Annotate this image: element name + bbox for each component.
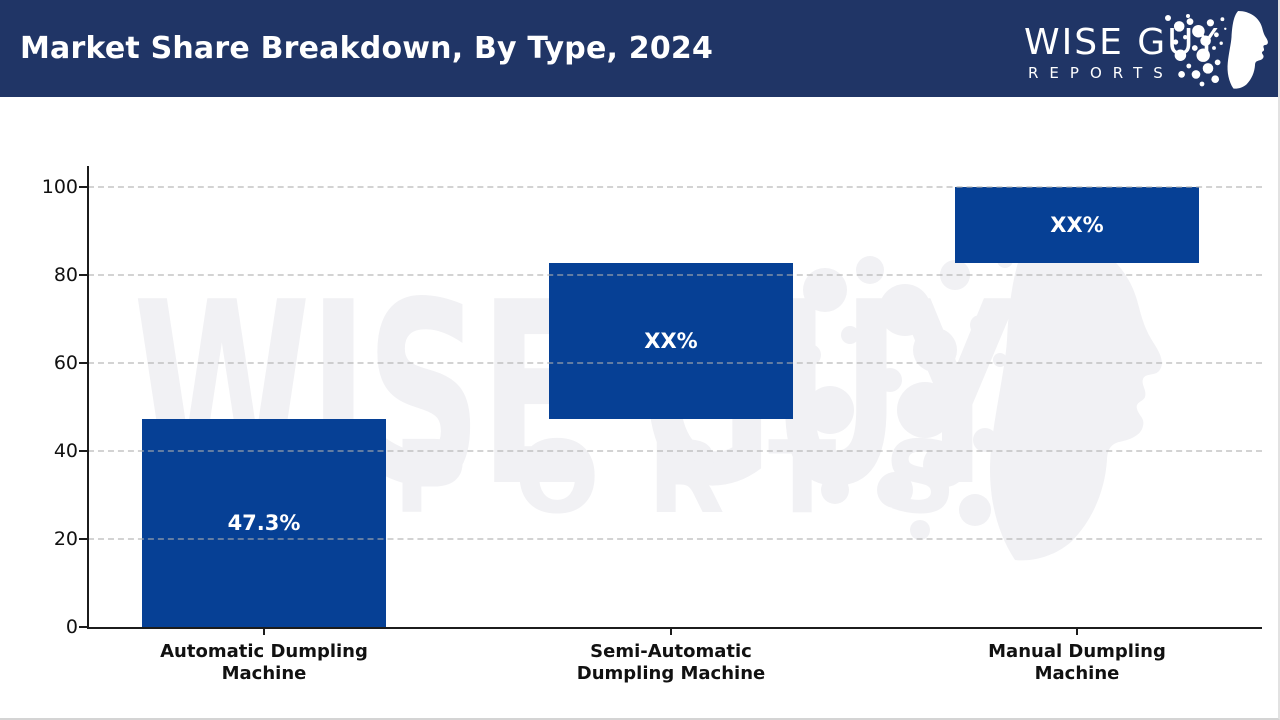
category-label: Automatic Dumpling Machine [94,641,434,685]
logo-face-icon [1227,10,1268,89]
page-title: Market Share Breakdown, By Type, 2024 [20,31,714,66]
y-axis-line [87,166,89,629]
y-gridline [88,450,1262,452]
logo-sub-text: REPORTS [1028,64,1174,82]
y-tick-label: 40 [53,440,78,462]
y-tick-label: 20 [53,528,78,550]
header-bar: Market Share Breakdown, By Type, 2024 WI… [0,0,1278,97]
logo-brand-text: WISE GUY [1024,22,1220,63]
y-gridline [88,362,1262,364]
y-gridline [88,538,1262,540]
category-label-line: Machine [1034,663,1120,684]
y-tick-mark [79,538,87,540]
x-tick-mark [1076,627,1078,635]
category-label: Manual Dumpling Machine [907,641,1247,685]
category-label-line: Semi-Automatic [590,641,752,662]
wiseguy-logo: WISE GUY REPORTS [1024,10,1268,89]
y-tick-mark [79,186,87,188]
y-tick-label: 60 [53,352,78,374]
y-tick-mark [79,626,87,628]
x-tick-mark [670,627,672,635]
x-tick-mark [263,627,265,635]
market-share-bar [549,263,793,419]
y-tick-mark [79,274,87,276]
category-label: Semi-Automatic Dumpling Machine [501,641,841,685]
y-gridline [88,186,1262,188]
y-tick-label: 0 [65,616,78,638]
bar-value-label: XX% [644,329,698,353]
y-tick-mark [79,450,87,452]
y-gridline [88,274,1262,276]
bar-value-label: 47.3% [227,510,301,535]
bar-value-label: XX% [1050,213,1104,238]
category-label-line: Machine [221,663,307,684]
market-share-bar [142,418,386,627]
y-tick-label: 100 [41,176,78,198]
y-tick-label: 80 [53,264,78,286]
y-tick-mark [79,362,87,364]
category-label-line: Automatic Dumpling [160,641,368,662]
category-label-line: Manual Dumpling [988,641,1166,662]
x-axis-line [87,627,1262,629]
category-label-line: Dumpling Machine [576,663,766,684]
watermark-face [799,230,1162,561]
